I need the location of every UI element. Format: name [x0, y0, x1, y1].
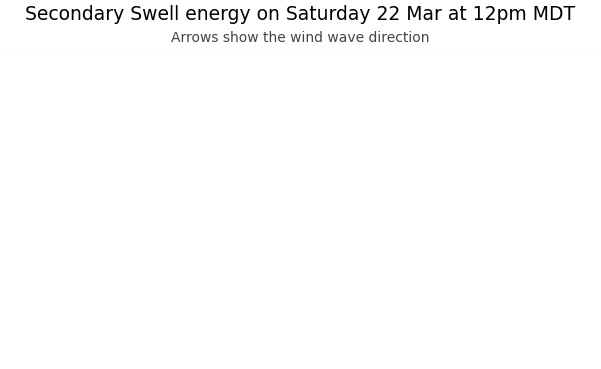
Text: Arrows show the wind wave direction: Arrows show the wind wave direction: [171, 31, 430, 45]
Text: cartopy not available: cartopy not available: [213, 200, 388, 218]
Text: Secondary Swell energy on Saturday 22 Mar at 12pm MDT: Secondary Swell energy on Saturday 22 Ma…: [25, 5, 576, 24]
